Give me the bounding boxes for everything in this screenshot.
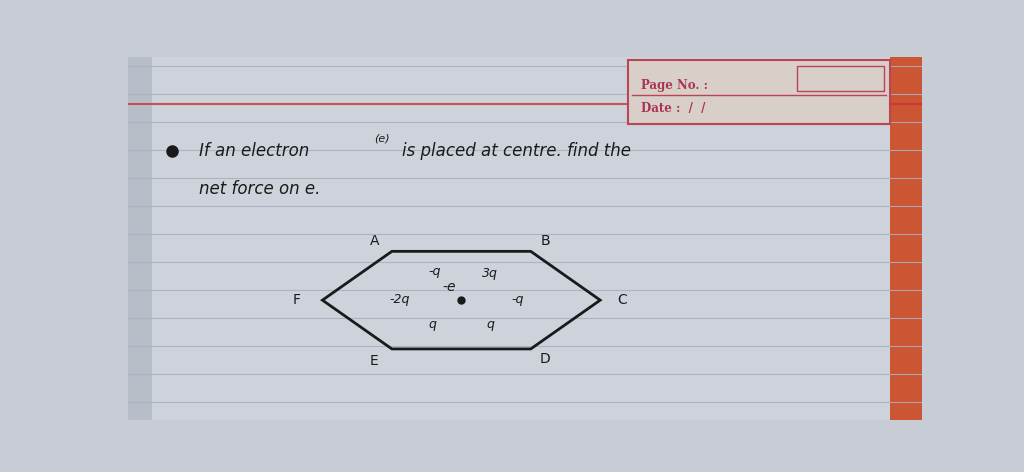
Text: A: A xyxy=(370,234,379,248)
FancyBboxPatch shape xyxy=(128,57,922,420)
Text: B: B xyxy=(541,234,550,248)
Text: q: q xyxy=(486,318,494,330)
FancyBboxPatch shape xyxy=(890,57,922,420)
Text: F: F xyxy=(293,293,301,307)
FancyBboxPatch shape xyxy=(628,60,890,124)
Text: -q: -q xyxy=(512,293,524,306)
Text: -e: -e xyxy=(442,280,456,295)
Text: -q: -q xyxy=(429,265,441,278)
Text: E: E xyxy=(370,354,379,368)
Text: is placed at centre. find the: is placed at centre. find the xyxy=(401,142,631,160)
Text: (e): (e) xyxy=(374,134,390,143)
Text: Date :  /  /: Date : / / xyxy=(641,102,706,115)
FancyBboxPatch shape xyxy=(797,66,884,91)
Bar xyxy=(128,57,152,420)
Text: If an electron: If an electron xyxy=(200,142,309,160)
Text: Page No. :: Page No. : xyxy=(641,79,709,92)
Text: 3q: 3q xyxy=(482,267,498,280)
Text: net force on e.: net force on e. xyxy=(200,180,321,198)
Text: C: C xyxy=(617,293,628,307)
Text: -2q: -2q xyxy=(389,293,410,306)
Text: D: D xyxy=(540,352,551,366)
Text: q: q xyxy=(429,318,436,330)
